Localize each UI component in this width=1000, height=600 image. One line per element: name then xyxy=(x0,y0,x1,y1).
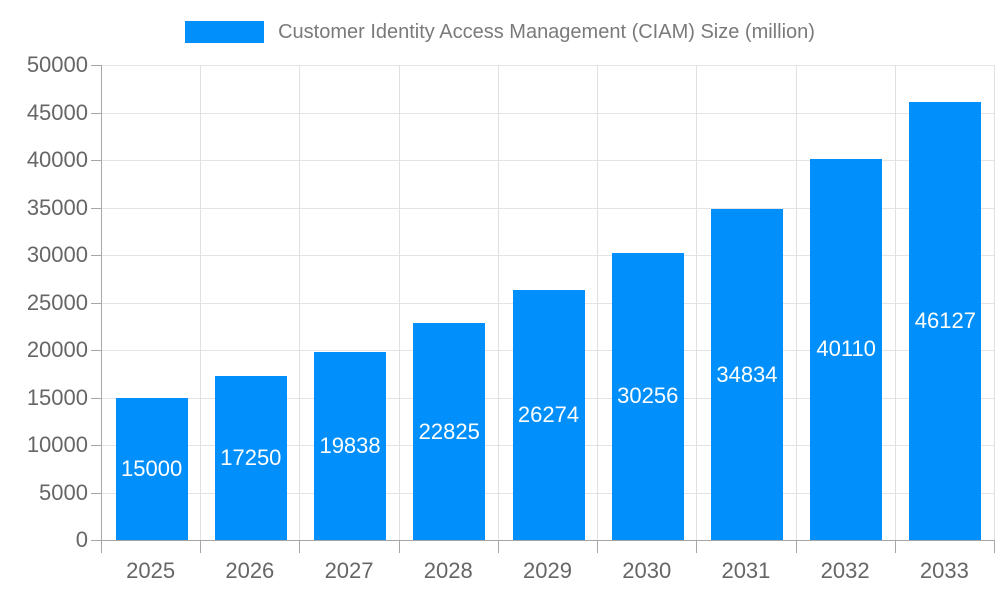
y-axis-tick xyxy=(91,65,101,66)
y-axis-tick xyxy=(91,350,101,351)
y-axis-tick xyxy=(91,112,101,114)
x-gridline xyxy=(795,65,797,540)
x-axis-tick xyxy=(398,541,400,553)
y-axis-label: 30000 xyxy=(26,242,88,267)
x-axis-tick xyxy=(994,541,995,553)
y-gridline xyxy=(102,207,995,209)
x-axis-tick xyxy=(200,541,202,553)
x-axis-label-2031: 2031 xyxy=(721,558,771,583)
x-axis-label-2028: 2028 xyxy=(423,558,473,583)
bar-value-label: 22825 xyxy=(418,418,480,444)
x-gridline xyxy=(398,65,400,540)
x-gridline xyxy=(894,65,896,540)
legend[interactable]: Customer Identity Access Management (CIA… xyxy=(0,18,1000,46)
x-axis-label-2029: 2029 xyxy=(523,558,572,583)
y-axis-label: 45000 xyxy=(26,99,88,125)
bar-value-label: 30256 xyxy=(617,383,679,409)
y-axis-label: 0 xyxy=(75,527,88,552)
bar-value-label: 46127 xyxy=(914,307,976,333)
x-axis-tick xyxy=(795,541,797,553)
x-axis-tick xyxy=(101,541,102,553)
x-gridline xyxy=(299,65,301,540)
legend-marker-icon xyxy=(185,21,265,43)
y-axis-label: 15000 xyxy=(26,384,88,410)
x-axis-tick xyxy=(299,541,301,553)
y-axis-label: 35000 xyxy=(26,194,88,220)
y-axis-label: 5000 xyxy=(39,479,88,505)
y-axis-label: 40000 xyxy=(26,147,88,172)
bar-2027[interactable]: 19838 xyxy=(314,351,387,540)
x-axis-label-2026: 2026 xyxy=(225,558,275,583)
y-axis-tick xyxy=(91,255,101,256)
x-gridline xyxy=(497,65,499,540)
y-axis-tick xyxy=(91,397,101,399)
bar-value-label: 15000 xyxy=(121,455,183,481)
y-gridline xyxy=(102,255,995,256)
y-axis-tick xyxy=(91,492,101,494)
x-axis-tick xyxy=(597,541,599,553)
bar-2026[interactable]: 17250 xyxy=(214,376,287,540)
y-axis-label: 20000 xyxy=(26,337,88,362)
bar-2025[interactable]: 15000 xyxy=(115,397,188,540)
bar-value-label: 26274 xyxy=(517,402,580,428)
x-axis-tick xyxy=(696,541,698,553)
x-axis-label-2033: 2033 xyxy=(919,558,969,583)
x-gridline xyxy=(696,65,698,540)
bar-2032[interactable]: 40110 xyxy=(810,158,883,540)
bar-2033[interactable]: 46127 xyxy=(909,101,982,540)
bar-value-label: 17250 xyxy=(220,445,282,471)
bar-2030[interactable]: 30256 xyxy=(611,252,684,540)
bar-value-label: 34834 xyxy=(716,361,778,387)
y-axis-tick xyxy=(91,160,101,161)
x-gridline xyxy=(200,65,202,540)
y-axis-tick xyxy=(91,207,101,209)
plot-area: 15000 17250 19838 22825 26274 30256 34834 40110… xyxy=(91,65,995,553)
x-axis-label-2030: 2030 xyxy=(622,558,672,583)
x-gridline xyxy=(994,65,995,540)
x-axis-label-2025: 2025 xyxy=(126,558,176,583)
y-axis-tick xyxy=(91,302,101,304)
y-gridline xyxy=(102,112,995,114)
y-axis-tick xyxy=(91,540,101,541)
y-gridline xyxy=(102,160,995,161)
y-gridline xyxy=(102,65,995,66)
x-gridline xyxy=(597,65,599,540)
bar-value-label: 19838 xyxy=(319,432,381,458)
x-axis-label-2032: 2032 xyxy=(820,558,870,583)
y-axis-tick xyxy=(91,445,101,446)
y-axis-label: 25000 xyxy=(26,289,88,315)
x-axis-tick xyxy=(894,541,896,553)
y-axis-label: 10000 xyxy=(26,432,88,457)
legend-label: Customer Identity Access Management (CIA… xyxy=(278,20,815,43)
x-axis-tick xyxy=(497,541,499,553)
x-axis-label-2027: 2027 xyxy=(324,558,374,583)
y-axis-label: 50000 xyxy=(26,52,88,77)
bar-2029[interactable]: 26274 xyxy=(512,290,585,540)
bar-2031[interactable]: 34834 xyxy=(710,209,783,540)
bar-2028[interactable]: 22825 xyxy=(413,323,486,540)
bar-value-label: 40110 xyxy=(816,336,876,362)
